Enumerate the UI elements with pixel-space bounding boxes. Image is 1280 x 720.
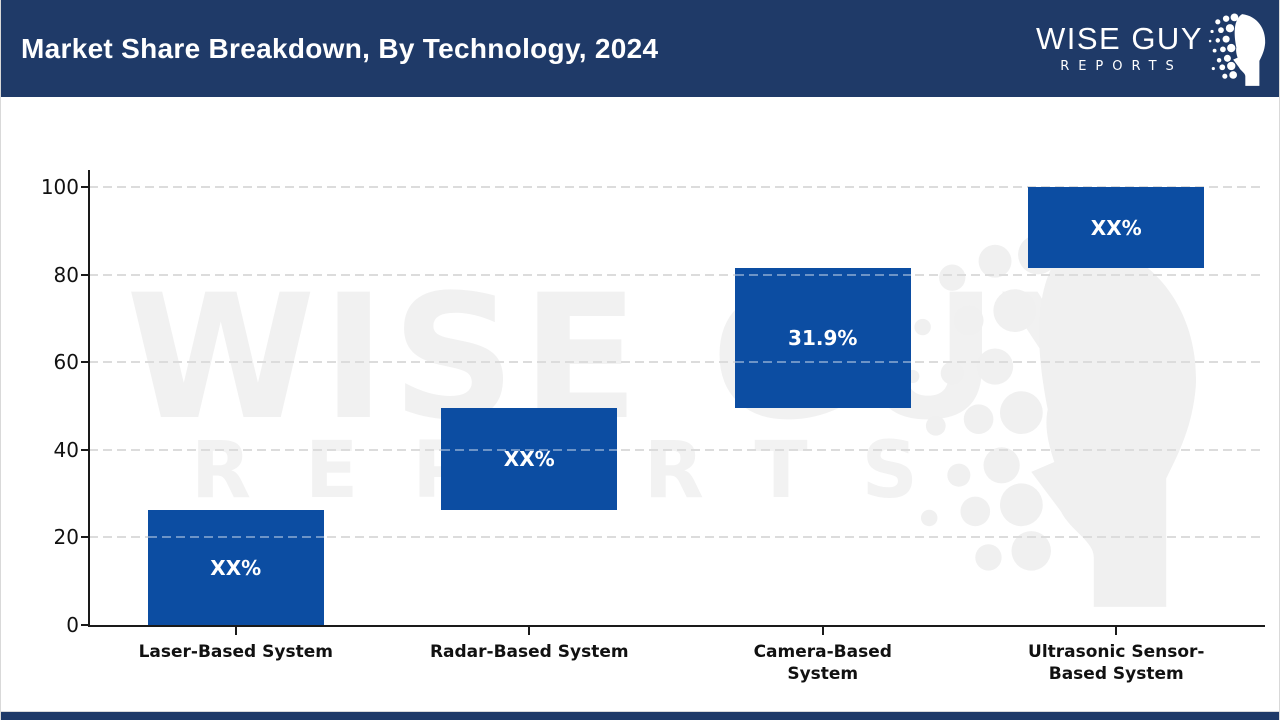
y-axis-label-80: 80 (53, 262, 79, 287)
y-axis-label-60: 60 (53, 350, 79, 375)
x-tick-4 (1115, 627, 1118, 635)
y-tick-0 (81, 624, 89, 626)
wiseguy-face-icon (1208, 13, 1266, 86)
bar-value-label: XX% (503, 447, 555, 472)
bar-laser-based-system: XX% (147, 510, 324, 625)
logo-subtitle: REPORTS (1060, 59, 1183, 74)
gridline-overlay-80 (734, 273, 911, 276)
gridline-overlay-60 (734, 361, 911, 364)
x-tick-2 (528, 627, 531, 635)
watermark-face-icon (906, 234, 1197, 607)
wiseguy-logo-text: WISE GUY REPORTS (1036, 21, 1203, 74)
x-axis-line (88, 625, 1265, 627)
x-axis-label-radar-based-system: Radar-Based System (429, 642, 629, 662)
bar-value-label: XX% (1090, 215, 1142, 240)
y-axis-label-100: 100 (40, 175, 79, 199)
bar-radar-based-system: XX% (441, 408, 618, 511)
x-axis-label-ultrasonic-sensor-based-system: Ultrasonic Sensor- Based System (1028, 642, 1205, 685)
bar-ultrasonic-sensor-based-system: XX% (1028, 187, 1205, 269)
x-axis-label-camera-based-system: Camera-Based System (753, 642, 892, 685)
bar-camera-based-system: 31.9% (734, 268, 911, 409)
footer-divider (1, 711, 1279, 712)
gridline-40 (89, 448, 1263, 451)
x-axis-label-laser-based-system: Laser-Based System (138, 642, 333, 662)
y-axis-label-0: 0 (66, 613, 79, 637)
gridline-80 (89, 273, 1263, 276)
y-axis-line (88, 170, 90, 627)
gridline-overlay-40 (441, 448, 618, 451)
gridline-100 (89, 186, 1263, 188)
y-axis-label-40: 40 (53, 437, 79, 462)
bar-value-label: 31.9% (788, 326, 858, 351)
gridline-overlay-20 (147, 536, 324, 539)
bar-value-label: XX% (210, 555, 262, 580)
y-tick-40 (81, 448, 89, 451)
watermark-wordmark: WISE GUY (126, 257, 1135, 458)
footer-bar (1, 712, 1279, 720)
y-tick-20 (81, 536, 89, 539)
y-axis-label-20: 20 (53, 525, 79, 550)
wiseguy-logo: WISE GUY REPORTS (1035, 7, 1266, 91)
header: Market Share Breakdown, By Technology, 2… (1, 0, 1279, 97)
x-tick-3 (821, 627, 824, 635)
page-title: Market Share Breakdown, By Technology, 2… (21, 33, 659, 64)
logo-wordmark: WISE GUY (1035, 21, 1203, 56)
y-tick-100 (81, 186, 89, 188)
x-tick-1 (234, 627, 237, 635)
y-tick-80 (81, 273, 89, 276)
gridline-60 (89, 361, 1263, 364)
gridline-20 (89, 536, 1263, 539)
y-tick-60 (81, 361, 89, 364)
